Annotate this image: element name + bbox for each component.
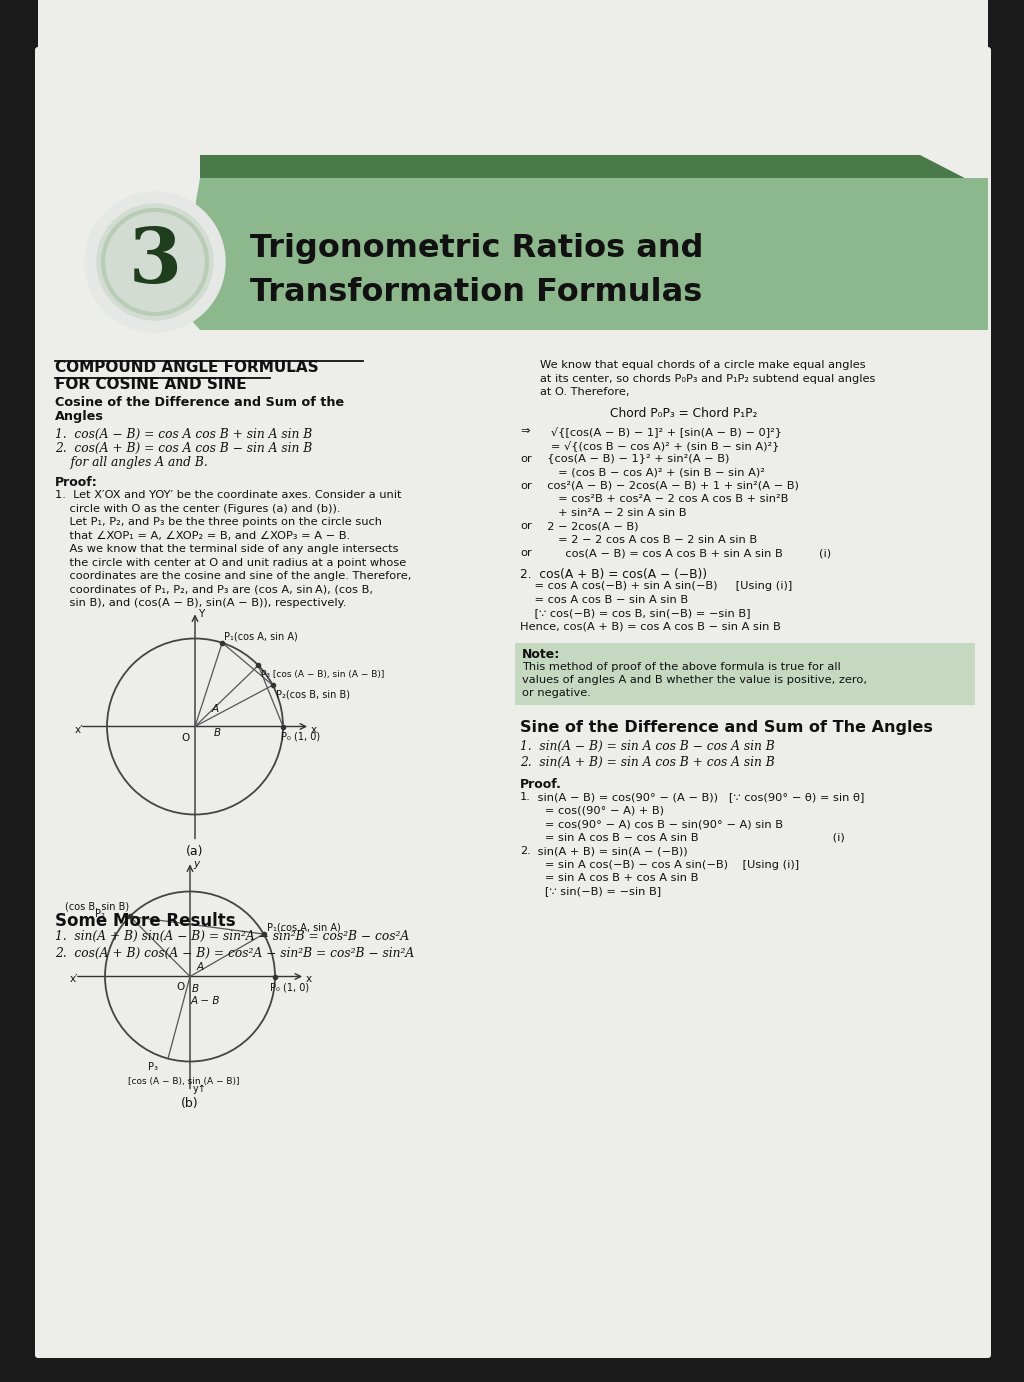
Text: Let P₁, P₂, and P₃ be the three points on the circle such: Let P₁, P₂, and P₃ be the three points o… <box>55 517 382 527</box>
Text: √{[cos(A − B) − 1]² + [sin(A − B) − 0]²}: √{[cos(A − B) − 1]² + [sin(A − B) − 0]²} <box>540 427 782 438</box>
Text: Angles: Angles <box>55 410 103 423</box>
Text: 3: 3 <box>128 225 181 299</box>
Text: (b): (b) <box>181 1096 199 1110</box>
Text: 2.  sin(A + B) = sin A cos B + cos A sin B: 2. sin(A + B) = sin A cos B + cos A sin … <box>520 756 775 768</box>
FancyBboxPatch shape <box>515 643 975 705</box>
Text: Transformation Formulas: Transformation Formulas <box>250 276 702 308</box>
Text: B: B <box>191 984 199 994</box>
Text: = 2 − 2 cos A cos B − 2 sin A sin B: = 2 − 2 cos A cos B − 2 sin A sin B <box>540 535 757 545</box>
Text: ⇒: ⇒ <box>520 427 529 437</box>
Text: A: A <box>197 962 204 972</box>
Text: Proof.: Proof. <box>520 778 562 791</box>
Text: + sin²A − 2 sin A sin B: + sin²A − 2 sin A sin B <box>540 507 686 517</box>
Text: = cos A cos B − sin A sin B: = cos A cos B − sin A sin B <box>520 594 688 604</box>
Text: 2.: 2. <box>520 846 530 855</box>
Text: (a): (a) <box>186 844 204 857</box>
FancyBboxPatch shape <box>35 47 991 1359</box>
Text: [∵ sin(−B) = −sin B]: [∵ sin(−B) = −sin B] <box>534 886 662 897</box>
Text: {cos(A − B) − 1}² + sin²(A − B): {cos(A − B) − 1}² + sin²(A − B) <box>540 453 729 463</box>
Text: = sin A cos(−B) − cos A sin(−B)    [Using (i)]: = sin A cos(−B) − cos A sin(−B) [Using (… <box>534 860 799 869</box>
Text: P₃: P₃ <box>148 1061 158 1071</box>
Text: = sin A cos B + cos A sin B: = sin A cos B + cos A sin B <box>534 873 698 883</box>
Text: cos²(A − B) − 2cos(A − B) + 1 + sin²(A − B): cos²(A − B) − 2cos(A − B) + 1 + sin²(A −… <box>540 481 799 491</box>
Text: P₃ [cos (A − B), sin (A − B)]: P₃ [cos (A − B), sin (A − B)] <box>261 670 385 680</box>
Text: sin B), and (cos(A − B), sin(A − B)), respectively.: sin B), and (cos(A − B), sin(A − B)), re… <box>55 598 346 608</box>
Text: (cos B, sin B): (cos B, sin B) <box>65 901 129 911</box>
Text: Proof:: Proof: <box>55 475 97 489</box>
Text: coordinates of P₁, P₂, and P₃ are (cos A, sin A), (cos B,: coordinates of P₁, P₂, and P₃ are (cos A… <box>55 585 373 594</box>
Text: Note:: Note: <box>522 648 560 661</box>
Text: Hence, cos(A + B) = cos A cos B − sin A sin B: Hence, cos(A + B) = cos A cos B − sin A … <box>520 622 780 632</box>
Text: Y: Y <box>198 608 204 619</box>
Text: the circle with center at O and unit radius at a point whose: the circle with center at O and unit rad… <box>55 557 407 568</box>
Text: 1.  cos(A − B) = cos A cos B + sin A sin B: 1. cos(A − B) = cos A cos B + sin A sin … <box>55 428 312 441</box>
Text: We know that equal chords of a circle make equal angles: We know that equal chords of a circle ma… <box>540 359 865 370</box>
Text: circle with O as the center (Figures (a) and (b)).: circle with O as the center (Figures (a)… <box>55 503 341 514</box>
Text: FOR COSINE AND SINE: FOR COSINE AND SINE <box>55 377 247 392</box>
Text: x: x <box>306 974 312 984</box>
Text: [∵ cos(−B) = cos B, sin(−B) = −sin B]: [∵ cos(−B) = cos B, sin(−B) = −sin B] <box>520 608 751 618</box>
Text: = √{(cos B − cos A)² + (sin B − sin A)²}: = √{(cos B − cos A)² + (sin B − sin A)²} <box>540 439 779 451</box>
Text: x′: x′ <box>75 724 84 734</box>
Text: 2.  cos(A + B) = cos A cos B − sin A sin B: 2. cos(A + B) = cos A cos B − sin A sin … <box>55 442 312 455</box>
Text: sin(A − B) = cos(90° − (A − B))   [∵ cos(90° − θ) = sin θ]: sin(A − B) = cos(90° − (A − B)) [∵ cos(9… <box>534 792 864 802</box>
Text: at O. Therefore,: at O. Therefore, <box>540 387 630 397</box>
Text: or negative.: or negative. <box>522 688 591 698</box>
Text: P₀ (1, 0): P₀ (1, 0) <box>270 983 309 992</box>
Polygon shape <box>38 0 988 130</box>
Text: Chord P₀P₃ = Chord P₁P₂: Chord P₀P₃ = Chord P₁P₂ <box>610 406 758 420</box>
Text: P₁(cos A, sin A): P₁(cos A, sin A) <box>224 632 298 641</box>
Text: A − B: A − B <box>190 996 220 1006</box>
Text: 1.  sin(A − B) = sin A cos B − cos A sin B: 1. sin(A − B) = sin A cos B − cos A sin … <box>520 739 775 753</box>
Text: P₁(cos A, sin A): P₁(cos A, sin A) <box>266 923 340 933</box>
Text: Some More Results: Some More Results <box>55 912 236 930</box>
Text: 2 − 2cos(A − B): 2 − 2cos(A − B) <box>540 521 639 531</box>
Text: x′: x′ <box>70 974 79 984</box>
Text: or: or <box>520 453 531 463</box>
Circle shape <box>85 192 225 332</box>
Polygon shape <box>200 155 988 216</box>
Text: 1.  Let X′OX and YOY′ be the coordinate axes. Consider a unit: 1. Let X′OX and YOY′ be the coordinate a… <box>55 491 401 500</box>
Text: O: O <box>177 983 185 992</box>
Text: = cos(90° − A) cos B − sin(90° − A) sin B: = cos(90° − A) cos B − sin(90° − A) sin … <box>534 820 783 829</box>
Text: y↑: y↑ <box>193 1085 207 1095</box>
Text: 1.: 1. <box>520 792 530 802</box>
Text: = (cos B − cos A)² + (sin B − sin A)²: = (cos B − cos A)² + (sin B − sin A)² <box>540 467 765 477</box>
Text: O: O <box>181 732 190 742</box>
Text: COMPOUND ANGLE FORMULAS: COMPOUND ANGLE FORMULAS <box>55 359 318 375</box>
Text: Sine of the Difference and Sum of The Angles: Sine of the Difference and Sum of The An… <box>520 720 933 735</box>
Text: at its center, so chords P₀P₃ and P₁P₂ subtend equal angles: at its center, so chords P₀P₃ and P₁P₂ s… <box>540 373 876 383</box>
Text: [cos (A − B), sin (A − B)]: [cos (A − B), sin (A − B)] <box>128 1077 240 1086</box>
Text: or: or <box>520 521 531 531</box>
Text: P₂(cos B, sin B): P₂(cos B, sin B) <box>275 690 350 699</box>
Text: cos(A − B) = cos A cos B + sin A sin B          (i): cos(A − B) = cos A cos B + sin A sin B (… <box>540 549 831 558</box>
Text: 1.  sin(A + B) sin(A − B) = sin²A − sin²B = cos²B − cos²A: 1. sin(A + B) sin(A − B) = sin²A − sin²B… <box>55 930 410 943</box>
Text: = sin A cos B − cos A sin B                                     (i): = sin A cos B − cos A sin B (i) <box>534 832 845 843</box>
Text: A: A <box>211 703 218 713</box>
Text: y: y <box>193 858 199 868</box>
Text: 2.  cos(A + B) cos(A − B) = cos²A − sin²B = cos²B − sin²A: 2. cos(A + B) cos(A − B) = cos²A − sin²B… <box>55 947 415 960</box>
Text: P₂: P₂ <box>95 909 104 919</box>
Text: or: or <box>520 481 531 491</box>
Text: 2.  cos(A + B) = cos(A − (−B)): 2. cos(A + B) = cos(A − (−B)) <box>520 568 708 580</box>
Text: sin(A + B) = sin(A − (−B)): sin(A + B) = sin(A − (−B)) <box>534 846 688 855</box>
Text: Trigonometric Ratios and: Trigonometric Ratios and <box>250 232 703 264</box>
Text: Cosine of the Difference and Sum of the: Cosine of the Difference and Sum of the <box>55 397 344 409</box>
Circle shape <box>97 205 213 321</box>
Text: This method of proof of the above formula is true for all: This method of proof of the above formul… <box>522 662 841 672</box>
Text: P₀ (1, 0): P₀ (1, 0) <box>281 731 321 742</box>
Text: or: or <box>520 549 531 558</box>
Polygon shape <box>178 178 988 330</box>
Text: that ∠XOP₁ = A, ∠XOP₂ = B, and ∠XOP₃ = A − B.: that ∠XOP₁ = A, ∠XOP₂ = B, and ∠XOP₃ = A… <box>55 531 350 540</box>
Text: for all angles A and B.: for all angles A and B. <box>55 456 208 468</box>
Text: = cos²B + cos²A − 2 cos A cos B + sin²B: = cos²B + cos²A − 2 cos A cos B + sin²B <box>540 493 788 504</box>
Text: = cos A cos(−B) + sin A sin(−B)     [Using (i)]: = cos A cos(−B) + sin A sin(−B) [Using (… <box>520 580 793 591</box>
Text: coordinates are the cosine and sine of the angle. Therefore,: coordinates are the cosine and sine of t… <box>55 571 412 580</box>
Text: B: B <box>213 727 220 738</box>
Text: = cos((90° − A) + B): = cos((90° − A) + B) <box>534 806 664 815</box>
Text: As we know that the terminal side of any angle intersects: As we know that the terminal side of any… <box>55 545 398 554</box>
Text: x: x <box>311 724 317 734</box>
Text: values of angles A and B whether the value is positive, zero,: values of angles A and B whether the val… <box>522 674 867 685</box>
